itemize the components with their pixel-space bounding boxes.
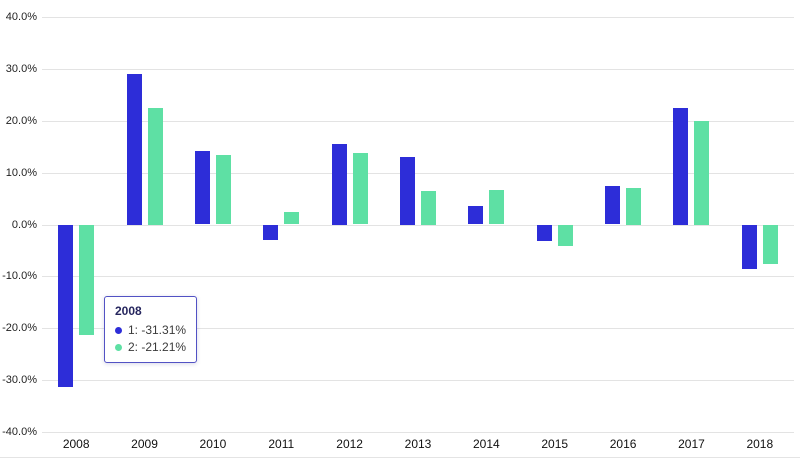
gridline--30	[42, 380, 794, 382]
bar-2011-series-1[interactable]	[263, 224, 279, 241]
y-axis-label-0: 0.0%	[11, 218, 37, 231]
y-axis-label-30: 30.0%	[5, 62, 37, 75]
bar-2018-series-2[interactable]	[762, 224, 778, 264]
x-axis-label-2018: 2018	[746, 437, 774, 451]
plot-area	[42, 17, 794, 433]
bar-2014-series-2[interactable]	[489, 189, 505, 225]
gridline--10	[42, 276, 794, 278]
tooltip-series-2-value: 2: -21.21%	[128, 340, 187, 354]
bar-2010-series-2[interactable]	[215, 154, 231, 225]
gridline--40	[42, 432, 794, 433]
series-1-dot-icon	[115, 326, 122, 334]
bar-2009-series-1[interactable]	[126, 74, 142, 225]
tooltip-item-series-1: 1: -31.31%	[115, 323, 186, 337]
bar-2018-series-1[interactable]	[741, 224, 757, 270]
bar-2008-series-1[interactable]	[58, 224, 74, 387]
x-axis-label-2010: 2010	[199, 437, 227, 451]
tooltip: 2008 1: -31.31% 2: -21.21%	[104, 296, 198, 363]
series-2-dot-icon	[115, 343, 122, 351]
y-axis-label-20: 20.0%	[5, 114, 37, 127]
x-axis-label-2017: 2017	[678, 437, 705, 451]
bar-2015-series-2[interactable]	[557, 224, 573, 246]
y-axis-label--10: -10.0%	[2, 270, 37, 283]
bar-2015-series-1[interactable]	[536, 224, 552, 242]
x-axis-label-2011: 2011	[268, 437, 295, 451]
bar-2012-series-1[interactable]	[331, 144, 347, 225]
gridline-0	[42, 224, 794, 226]
bar-2016-series-2[interactable]	[626, 188, 642, 225]
gridline--20	[42, 328, 794, 330]
bar-2017-series-2[interactable]	[694, 120, 710, 225]
x-axis-label-2009: 2009	[131, 437, 158, 451]
bar-2013-series-2[interactable]	[421, 190, 436, 225]
y-axis-label--30: -30.0%	[2, 374, 37, 387]
tooltip-title: 2008	[115, 304, 142, 318]
tooltip-item-series-2: 2: -21.21%	[115, 340, 186, 354]
x-axis-label-2008: 2008	[62, 437, 90, 451]
bar-2012-series-2[interactable]	[352, 152, 368, 225]
bar-2016-series-1[interactable]	[605, 186, 621, 225]
x-axis-label-2013: 2013	[404, 437, 432, 451]
bar-2011-series-2[interactable]	[284, 212, 300, 225]
gridline-20	[42, 120, 794, 122]
gridline-40	[42, 17, 794, 18]
y-axis-label--20: -20.0%	[2, 322, 37, 335]
tooltip-series-1-value: 1: -31.31%	[128, 323, 187, 337]
gridline-10	[42, 172, 794, 174]
x-axis-label-2014: 2014	[473, 437, 500, 451]
x-axis-label-2015: 2015	[541, 437, 569, 451]
x-axis-label-2016: 2016	[609, 437, 637, 451]
y-axis-label--40: -40.0%	[2, 426, 37, 438]
x-axis-label-2012: 2012	[336, 437, 363, 451]
y-axis-label-10: 10.0%	[5, 166, 37, 179]
y-axis-label-40: 40.0%	[5, 11, 37, 23]
bar-2014-series-1[interactable]	[468, 205, 484, 225]
bar-2017-series-1[interactable]	[673, 107, 689, 225]
gridline-30	[42, 68, 794, 70]
bar-2009-series-2[interactable]	[147, 107, 163, 225]
bar-2013-series-1[interactable]	[400, 157, 415, 225]
bar-2010-series-1[interactable]	[194, 151, 210, 225]
bar-2008-series-2[interactable]	[79, 224, 95, 335]
